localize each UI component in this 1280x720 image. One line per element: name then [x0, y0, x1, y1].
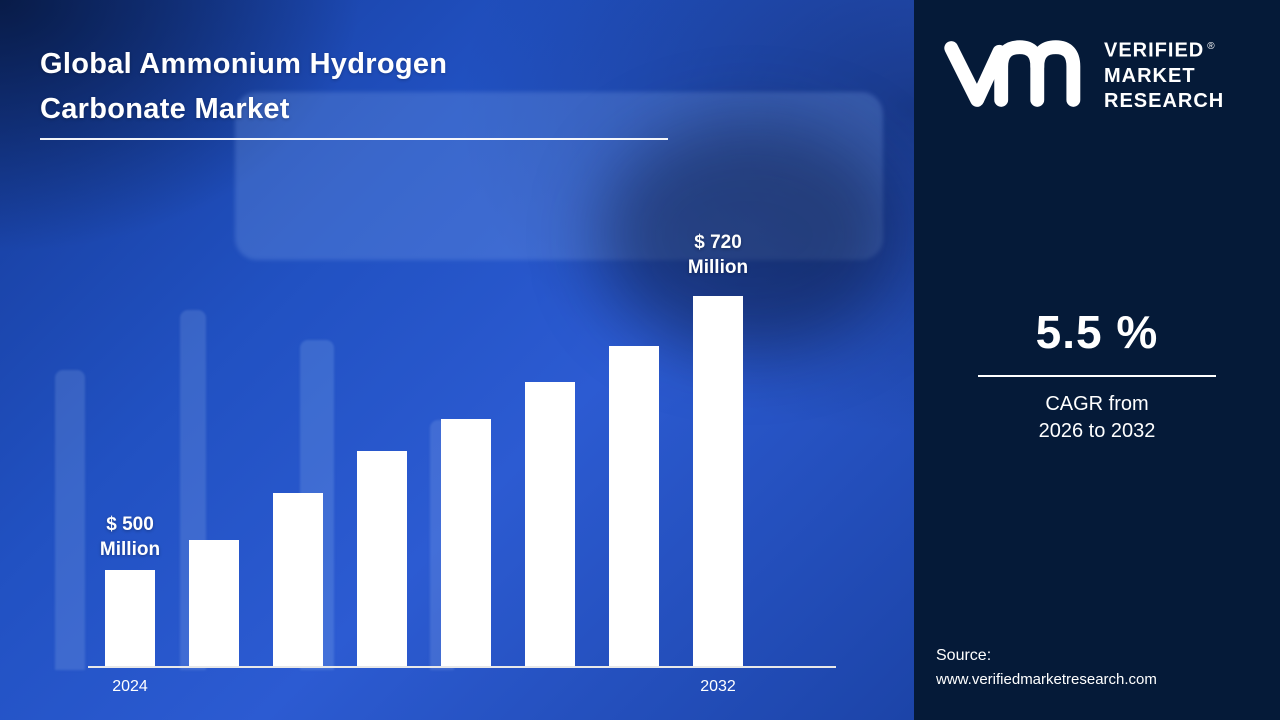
x-tick-label: 2032 [700, 678, 736, 695]
brand-name: VERIFIED ® MARKET RESEARCH [1104, 34, 1224, 114]
cagr-caption: CAGR from 2026 to 2032 [1038, 393, 1156, 442]
bar-2029 [441, 419, 491, 668]
vmr-monogram-icon [944, 40, 1081, 107]
cagr-block: 5.5 % CAGR from 2026 to 2032 [914, 305, 1280, 445]
brand-logo: VERIFIED ® MARKET RESEARCH [942, 34, 1224, 114]
brand-name-line3: RESEARCH [1104, 89, 1225, 112]
info-panel: VERIFIED ® MARKET RESEARCH 5.5 % CAGR fro… [914, 0, 1280, 720]
chart-panel: Global Ammonium Hydrogen Carbonate Marke… [0, 0, 914, 720]
bar-chart-bars: $ 500 Million $ 720 Million 2024 2032 [88, 232, 760, 695]
cagr-underline [978, 375, 1216, 377]
bar-slot [256, 288, 340, 668]
brand-name-line1: VERIFIED ® [1104, 39, 1216, 62]
bar-2030 [525, 382, 575, 668]
first-bar-value-label: $ 500 Million [99, 514, 161, 560]
bar-slot [340, 288, 424, 668]
bar-2026 [189, 540, 239, 668]
bar-slot: 2024 [88, 288, 172, 695]
bar-slot [172, 288, 256, 668]
bar-2027 [273, 493, 323, 668]
bar-2031 [609, 346, 659, 668]
x-tick-label: 2024 [112, 678, 148, 695]
source-block: Source: www.verifiedmarketresearch.com [936, 644, 1157, 692]
source-label: Source: [936, 647, 992, 664]
bar-slot [508, 288, 592, 668]
x-axis-baseline [88, 666, 836, 668]
bar-slot: 2032 [676, 288, 760, 695]
cagr-value: 5.5 % [1035, 306, 1159, 358]
source-url-link[interactable]: www.verifiedmarketresearch.com [936, 671, 1157, 688]
page-title: Global Ammonium Hydrogen Carbonate Marke… [40, 48, 448, 125]
bar-2028 [357, 451, 407, 668]
bar-chart: $ 500 Million $ 720 Million 2024 2032 [88, 232, 836, 695]
last-bar-value-label: $ 720 Million [687, 232, 749, 278]
bar-2032 [693, 296, 743, 668]
bar-2024 [105, 570, 155, 668]
title-underline [40, 138, 668, 140]
registered-trademark: ® [1207, 41, 1216, 52]
bar-slot [592, 288, 676, 668]
brand-name-line2: MARKET [1104, 64, 1196, 87]
bar-slot [424, 288, 508, 668]
